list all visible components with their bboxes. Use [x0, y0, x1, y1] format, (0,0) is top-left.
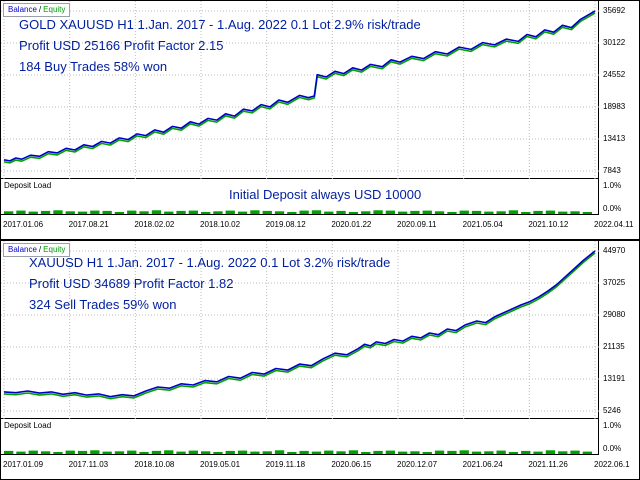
balance-equity-chart: [1, 1, 599, 179]
annotation-line: XAUUSD H1 1.Jan. 2017 - 1.Aug. 2022 0.1 …: [29, 255, 391, 270]
chart-annotation: GOLD XAUUSD H1 1.Jan. 2017 - 1.Aug. 2022…: [19, 14, 421, 77]
chart-legend: Balance / Equity: [3, 243, 71, 257]
y-tick-label: 21135: [603, 342, 625, 351]
deposit-load-strip: Deposit Load: [1, 419, 599, 455]
x-tick-label: 2017.01.06: [3, 220, 44, 229]
y-tick-label: 30122: [603, 38, 626, 47]
x-tick-label: 2022.04.11: [594, 220, 634, 229]
y-tick-label: 44970: [603, 246, 626, 255]
x-tick-label: 2019.08.12: [265, 220, 306, 229]
legend-equity-label: Equity: [43, 245, 66, 254]
load-max-label: 1.0%: [603, 421, 622, 430]
y-tick-label: 13191: [603, 374, 626, 383]
x-tick-label: 2020.06.15: [331, 460, 372, 469]
deposit-load-label: Deposit Load: [4, 421, 52, 430]
y-tick-label: 7843: [603, 166, 621, 175]
chart-plot-top: Balance / Equity GOLD XAUUSD H1 1.Jan. 201…: [1, 1, 599, 179]
x-tick-label: 2021.10.12: [528, 220, 569, 229]
x-tick-label: 2018.10.08: [134, 460, 175, 469]
x-tick-label: 2017.11.03: [68, 460, 109, 469]
x-tick-label: 2017.08.21: [68, 220, 109, 229]
y-tick-label: 5246: [603, 406, 621, 415]
annotation-line: GOLD XAUUSD H1 1.Jan. 2017 - 1.Aug. 2022…: [19, 17, 421, 32]
top-chart-panel: Balance / Equity GOLD XAUUSD H1 1.Jan. 201…: [0, 0, 640, 240]
load-max-label: 1.0%: [603, 181, 622, 190]
y-tick-label: 35692: [603, 6, 626, 15]
legend-balance-label: Balance: [8, 5, 37, 14]
annotation-line: 184 Buy Trades 58% won: [19, 59, 168, 74]
y-tick-label: 29080: [603, 310, 626, 319]
deposit-load-bars: [4, 450, 592, 454]
annotation-line: Profit USD 25166 Profit Factor 2.15: [19, 38, 224, 53]
y-axis-labels: 44970 37025 29080 21135 13191 5246: [601, 241, 639, 419]
initial-deposit-note: Initial Deposit always USD 10000: [229, 187, 422, 202]
x-tick-label: 2021.05.04: [462, 220, 503, 229]
legend-separator: /: [38, 245, 42, 254]
x-tick-label: 2022.06.1: [594, 460, 630, 469]
y-tick-label: 37025: [603, 278, 626, 287]
x-tick-label: 2020.12.07: [397, 460, 438, 469]
chart-annotation: XAUUSD H1 1.Jan. 2017 - 1.Aug. 2022 0.1 …: [29, 252, 390, 315]
y-tick-label: 18983: [603, 102, 626, 111]
deposit-load-strip: Deposit Load Initial Deposit always USD …: [1, 179, 599, 215]
annotation-line: Profit USD 34689 Profit Factor 1.82: [29, 276, 234, 291]
x-tick-label: 2020.01.22: [331, 220, 372, 229]
y-tick-label: 13413: [603, 134, 626, 143]
x-tick-label: 2018.10.02: [200, 220, 241, 229]
legend-equity-label: Equity: [43, 5, 66, 14]
y-axis-labels: 35692 30122 24552 18983 13413 7843: [601, 1, 639, 179]
bottom-chart-panel: Balance / Equity XAUUSD H1 1.Jan. 2017 - 1…: [0, 240, 640, 480]
x-tick-label: 2021.11.26: [528, 460, 568, 469]
chart-legend: Balance / Equity: [3, 3, 71, 17]
legend-separator: /: [38, 5, 42, 14]
x-axis-labels: 2017.01.06 2017.08.21 2018.02.02 2018.10.02…: [1, 215, 640, 239]
x-tick-label: 2018.02.02: [134, 220, 175, 229]
x-tick-label: 2017.01.09: [3, 460, 44, 469]
deposit-load-bars: [4, 210, 592, 214]
annotation-line: 324 Sell Trades 59% won: [29, 297, 177, 312]
deposit-load-label: Deposit Load: [4, 181, 52, 190]
load-min-label: 0.0%: [603, 444, 622, 453]
y-tick-label: 24552: [603, 70, 626, 79]
x-tick-label: 2021.06.24: [462, 460, 503, 469]
load-min-label: 0.0%: [603, 204, 622, 213]
balance-equity-chart: [1, 241, 599, 419]
x-axis-labels: 2017.01.09 2017.11.03 2018.10.08 2019.05.01…: [1, 455, 640, 479]
legend-balance-label: Balance: [8, 245, 37, 254]
x-tick-label: 2020.09.11: [397, 220, 437, 229]
x-tick-label: 2019.05.01: [200, 460, 241, 469]
x-tick-label: 2019.11.18: [265, 460, 306, 469]
chart-plot-bottom: Balance / Equity XAUUSD H1 1.Jan. 2017 - 1…: [1, 241, 599, 419]
